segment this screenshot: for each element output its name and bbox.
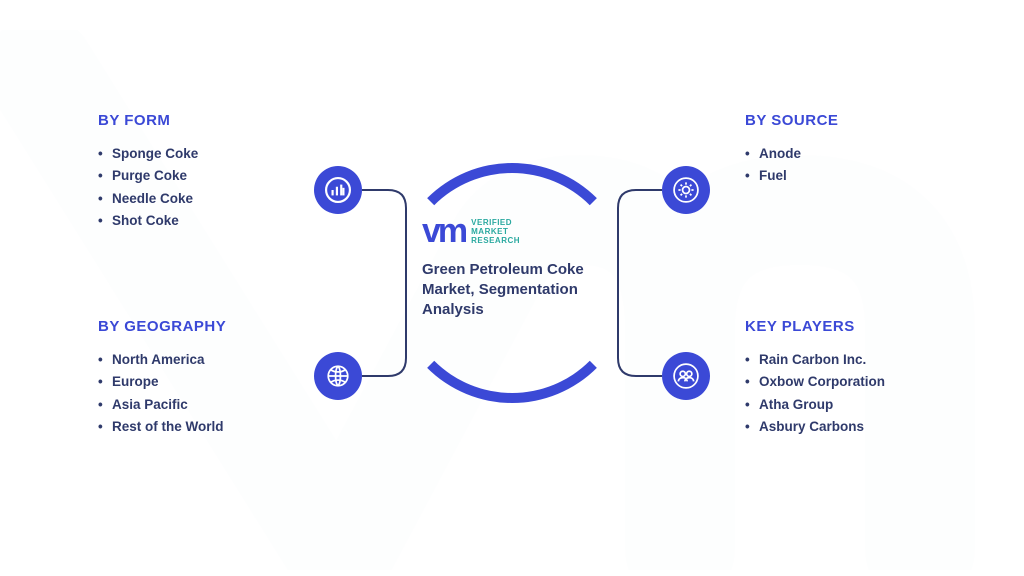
- section-by-source: BY SOURCE Anode Fuel: [745, 112, 965, 188]
- list-item: Rain Carbon Inc.: [745, 349, 965, 371]
- logo-mark: vm: [422, 218, 465, 245]
- list-item: North America: [98, 349, 298, 371]
- list-item: Anode: [745, 143, 965, 165]
- list-item: Europe: [98, 371, 298, 393]
- heading-by-geography: BY GEOGRAPHY: [98, 318, 298, 335]
- list-item: Purge Coke: [98, 165, 298, 187]
- hub-title: Green Petroleum Coke Market, Segmentatio…: [422, 260, 602, 321]
- brand-logo: vm VERIFIED MARKET RESEARCH: [422, 218, 602, 246]
- globe-icon: [314, 352, 362, 400]
- section-by-form: BY FORM Sponge Coke Purge Coke Needle Co…: [98, 112, 298, 232]
- list-by-source: Anode Fuel: [745, 143, 965, 188]
- heading-key-players: KEY PLAYERS: [745, 318, 965, 335]
- list-by-geography: North America Europe Asia Pacific Rest o…: [98, 349, 298, 438]
- people-icon: [662, 352, 710, 400]
- list-item: Asbury Carbons: [745, 416, 965, 438]
- heading-by-form: BY FORM: [98, 112, 298, 129]
- list-by-form: Sponge Coke Purge Coke Needle Coke Shot …: [98, 143, 298, 232]
- list-item: Sponge Coke: [98, 143, 298, 165]
- section-by-geography: BY GEOGRAPHY North America Europe Asia P…: [98, 318, 298, 438]
- list-item: Asia Pacific: [98, 394, 298, 416]
- logo-line3: RESEARCH: [471, 236, 520, 245]
- logo-text: VERIFIED MARKET RESEARCH: [471, 218, 520, 246]
- list-item: Shot Coke: [98, 210, 298, 232]
- list-key-players: Rain Carbon Inc. Oxbow Corporation Atha …: [745, 349, 965, 438]
- bar-chart-icon: [314, 166, 362, 214]
- section-key-players: KEY PLAYERS Rain Carbon Inc. Oxbow Corpo…: [745, 318, 965, 438]
- logo-line1: VERIFIED: [471, 218, 520, 227]
- list-item: Oxbow Corporation: [745, 371, 965, 393]
- list-item: Rest of the World: [98, 416, 298, 438]
- list-item: Fuel: [745, 165, 965, 187]
- gear-icon: [662, 166, 710, 214]
- center-hub: vm VERIFIED MARKET RESEARCH Green Petrol…: [392, 163, 632, 403]
- list-item: Needle Coke: [98, 188, 298, 210]
- logo-line2: MARKET: [471, 227, 520, 236]
- heading-by-source: BY SOURCE: [745, 112, 965, 129]
- list-item: Atha Group: [745, 394, 965, 416]
